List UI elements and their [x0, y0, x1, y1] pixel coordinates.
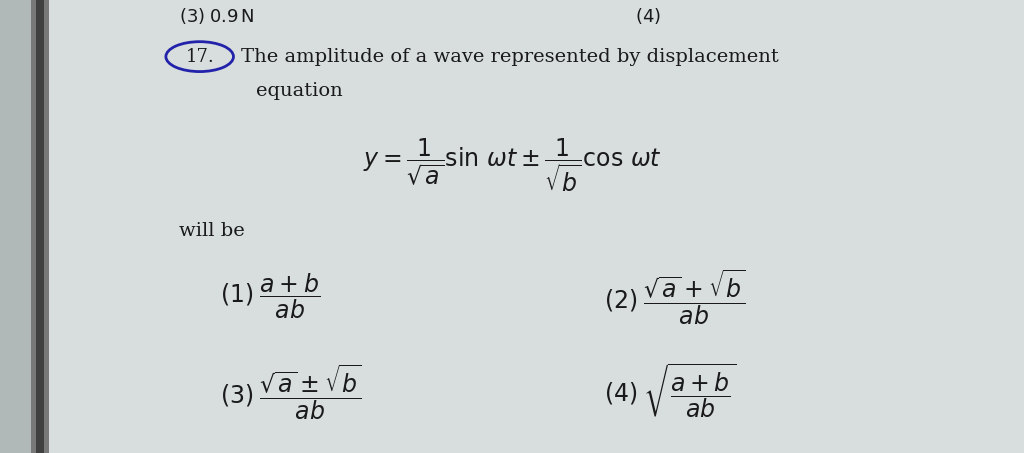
- FancyBboxPatch shape: [36, 0, 44, 453]
- FancyBboxPatch shape: [31, 0, 49, 453]
- Text: $(3)\;\dfrac{\sqrt{a}\pm\sqrt{b}}{ab}$: $(3)\;\dfrac{\sqrt{a}\pm\sqrt{b}}{ab}$: [220, 362, 361, 422]
- Text: $(2)\;\dfrac{\sqrt{a}+\sqrt{b}}{ab}$: $(2)\;\dfrac{\sqrt{a}+\sqrt{b}}{ab}$: [604, 267, 745, 327]
- FancyBboxPatch shape: [0, 0, 46, 453]
- Text: $(1)\;\dfrac{a+b}{ab}$: $(1)\;\dfrac{a+b}{ab}$: [220, 272, 321, 322]
- Text: equation: equation: [256, 82, 343, 100]
- Text: 17.: 17.: [185, 48, 214, 66]
- Text: $(4)\;\sqrt{\dfrac{a+b}{ab}}$: $(4)\;\sqrt{\dfrac{a+b}{ab}}$: [604, 362, 736, 421]
- Text: $(4)$: $(4)$: [635, 6, 660, 26]
- Text: $(3)\;0.9\,\mathrm{N}$: $(3)\;0.9\,\mathrm{N}$: [179, 6, 255, 26]
- Text: $y=\dfrac{1}{\sqrt{a}}\sin\,\omega t\pm\dfrac{1}{\sqrt{b}}\cos\,\omega t$: $y=\dfrac{1}{\sqrt{a}}\sin\,\omega t\pm\…: [362, 136, 662, 194]
- Text: The amplitude of a wave represented by displacement: The amplitude of a wave represented by d…: [241, 48, 778, 66]
- Text: will be: will be: [179, 222, 245, 240]
